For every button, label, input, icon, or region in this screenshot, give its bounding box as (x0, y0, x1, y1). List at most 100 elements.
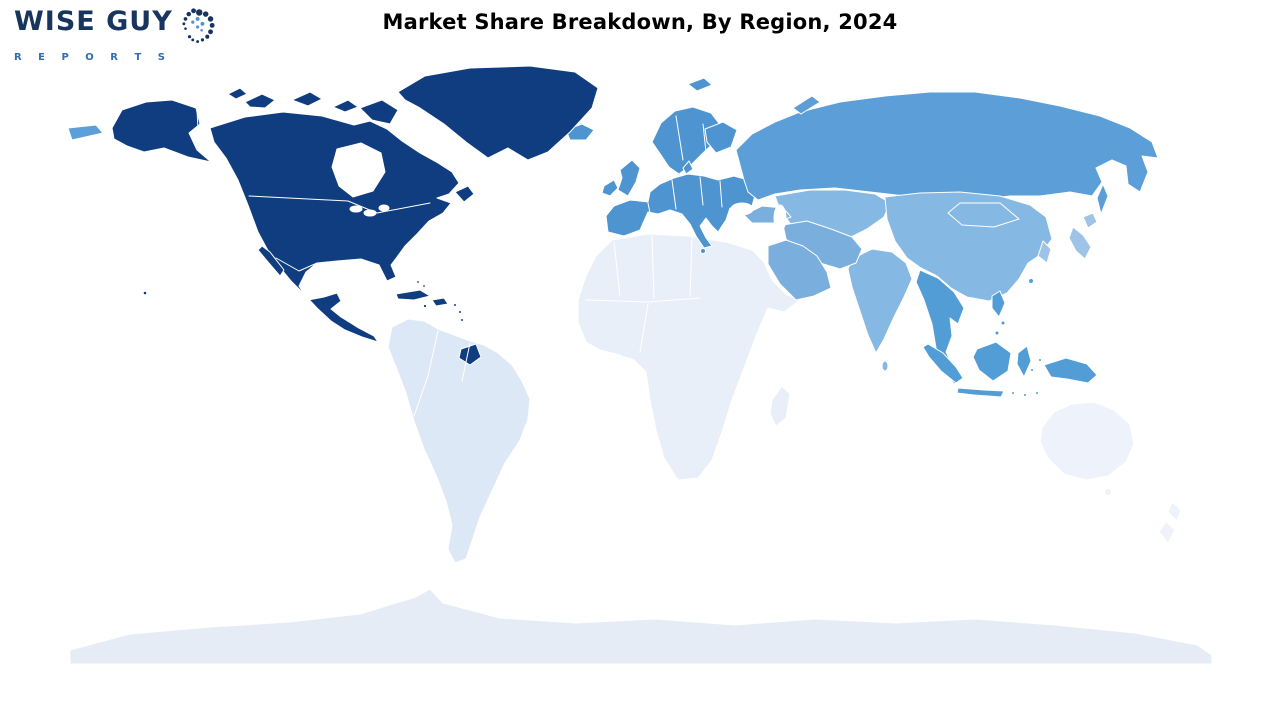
region-north-america-mainland (210, 112, 459, 342)
region-arabian-peninsula (768, 240, 831, 300)
border-us-mexico (276, 258, 317, 271)
border-scandinavia (676, 116, 683, 160)
region-borneo (973, 342, 1011, 381)
region-uk (618, 160, 640, 196)
region-new-zealand-north (1168, 502, 1181, 521)
black-sea (731, 203, 753, 215)
region-arctic-island (228, 88, 247, 99)
border-mongolia (948, 203, 1019, 227)
logo-head-dots-icon (182, 8, 215, 43)
region-philippines (992, 291, 1005, 317)
region-arctic-island (333, 100, 358, 112)
great-lake (379, 205, 389, 211)
water-overlays (332, 143, 786, 231)
region-new-guinea (1044, 358, 1097, 383)
border-africa (652, 236, 654, 298)
great-lake (350, 206, 362, 212)
region-hawaii (143, 291, 147, 295)
region-india (848, 249, 912, 353)
hudson-bay (332, 143, 385, 197)
region-philippines-island (995, 331, 999, 335)
region-korea (1038, 241, 1051, 263)
region-sulawesi (1017, 346, 1031, 377)
region-antilles-island (461, 319, 464, 322)
region-antilles-island (454, 304, 457, 307)
region-ireland (602, 180, 618, 196)
region-cuba (396, 290, 430, 300)
region-group-southeast-asia (916, 270, 1097, 397)
region-moluccas (1039, 359, 1042, 362)
region-group-east-asia-light (1038, 213, 1097, 263)
region-arctic-island (245, 94, 275, 108)
chart-title: Market Share Breakdown, By Region, 2024 (382, 10, 898, 34)
border-south-america (462, 343, 470, 381)
logo-top-row: WISE GUY (14, 8, 217, 50)
region-group-africa (578, 234, 800, 480)
region-denmark (683, 161, 693, 174)
region-novaya-zemlya (793, 96, 820, 114)
region-bering-sliver (68, 125, 103, 140)
region-newfoundland (455, 186, 474, 202)
region-europe-mainland (606, 174, 756, 248)
logo-text-reports: R E P O R T S (14, 52, 172, 63)
region-russia (736, 92, 1158, 200)
border-us-canada (249, 196, 430, 213)
country-borders (197, 110, 1019, 416)
border-africa (640, 304, 648, 352)
region-new-zealand-south (1159, 522, 1175, 543)
region-group-antarctica (70, 589, 1212, 664)
region-china-mongolia (885, 192, 1052, 301)
region-svalbard (688, 78, 712, 91)
region-group-middle-east (744, 206, 862, 300)
region-sumatra (923, 344, 963, 383)
logo-text-wise-guy: WISE GUY (14, 6, 173, 37)
border-europe (648, 203, 650, 213)
border-alaska-canada (197, 110, 199, 149)
border-europe (700, 177, 703, 205)
region-arctic-island (292, 92, 322, 106)
border-europe (720, 181, 722, 207)
region-bahamas-island (423, 285, 426, 288)
region-lesser-sunda (1036, 392, 1039, 395)
border-africa (690, 238, 692, 296)
region-philippines-island (1001, 321, 1005, 325)
region-group-oceania (1040, 402, 1181, 543)
wise-guy-reports-logo: WISE GUY R E P O R T S (14, 8, 217, 63)
region-africa (578, 234, 800, 480)
region-japan-honshu (1069, 227, 1091, 259)
region-bahamas-island (417, 281, 420, 284)
region-japan-hokkaido (1083, 213, 1097, 228)
region-hispaniola (432, 298, 448, 306)
region-finland (705, 122, 737, 153)
region-moluccas (1031, 369, 1034, 372)
region-group-north-america (112, 66, 598, 365)
region-sicily (701, 249, 706, 254)
border-africa (586, 298, 700, 302)
border-europe (672, 180, 676, 209)
border-south-america (414, 331, 438, 416)
region-sri-lanka (882, 361, 888, 371)
region-tasmania (1105, 489, 1112, 496)
great-lake (364, 210, 376, 216)
border-scandinavia (703, 124, 706, 152)
region-greenland (398, 66, 598, 160)
region-antilles-island (459, 311, 462, 314)
region-alaska (112, 100, 211, 162)
region-lesser-sunda (1024, 394, 1027, 397)
region-antarctica (70, 589, 1212, 664)
border-africa (614, 242, 620, 296)
region-group-europe (566, 78, 756, 254)
region-group-south-america (388, 319, 530, 563)
region-madagascar (770, 386, 790, 426)
region-java (957, 388, 1004, 397)
region-baffin-island (360, 100, 398, 124)
region-jamaica (423, 304, 426, 307)
region-group-russia (68, 92, 1158, 214)
region-taiwan (1029, 279, 1034, 284)
region-south-america (388, 319, 530, 563)
region-baja-california (258, 246, 284, 276)
region-lesser-sunda (1012, 392, 1015, 395)
region-french-guiana (459, 344, 481, 365)
